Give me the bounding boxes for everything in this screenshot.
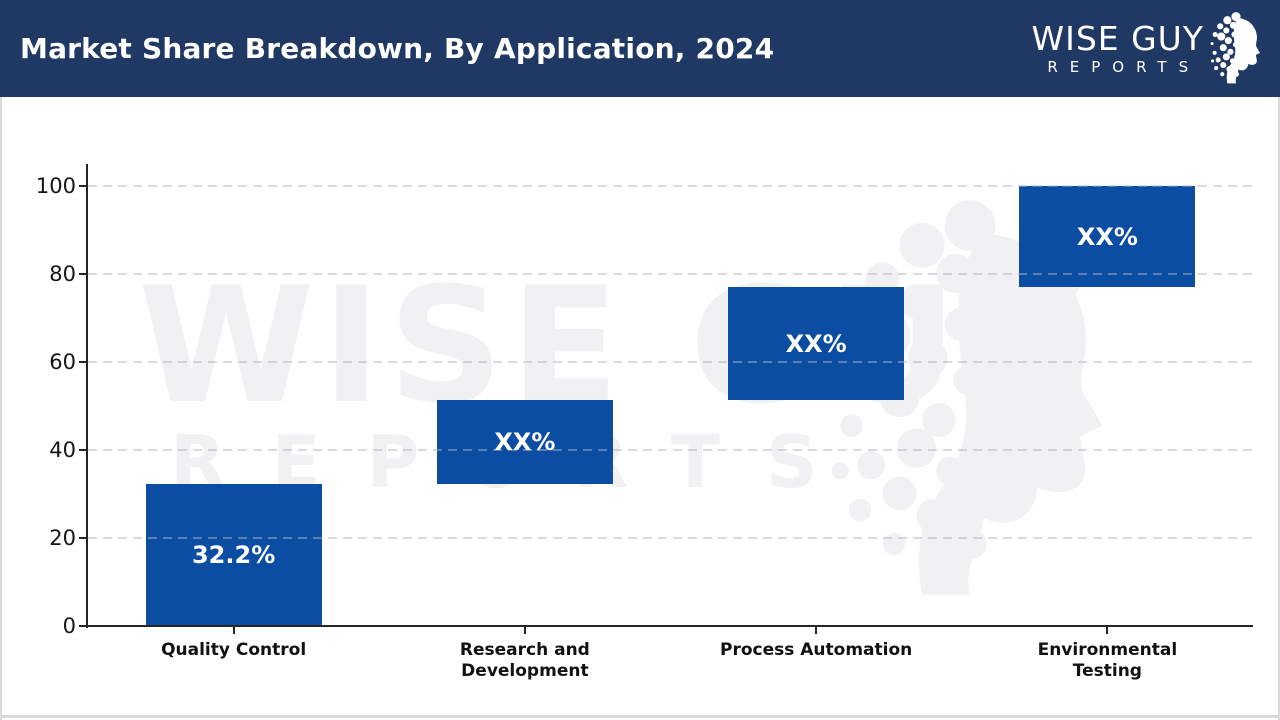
logo-head-icon [1210, 11, 1260, 83]
bar-label-process-automation: XX% [785, 329, 847, 358]
gridline-20 [88, 537, 1253, 539]
x-category-label-research-and-development: Research and Development [379, 640, 670, 682]
logo-text: WISE GUY REPORTS [1031, 22, 1204, 75]
bar-label-environmental-testing: XX% [1076, 222, 1138, 251]
gridline-80 [88, 273, 1253, 275]
bar-quality-control [145, 484, 322, 626]
y-axis-spine [86, 164, 88, 628]
x-tick-mark-quality-control [232, 627, 235, 634]
y-tick-label-60: 60 [49, 350, 76, 374]
gridline-40 [88, 449, 1253, 451]
y-tick-mark-60 [79, 361, 87, 363]
bar-research-and-development [436, 399, 613, 485]
frame-border-bottom [0, 715, 1280, 718]
bar-label-research-and-development: XX% [494, 428, 556, 457]
y-tick-label-0: 0 [62, 614, 76, 638]
x-category-label-line: Research and [459, 640, 590, 660]
y-tick-mark-100 [79, 185, 87, 187]
x-category-label-quality-control: Quality Control [88, 640, 379, 661]
gridline-60 [88, 361, 1253, 363]
x-category-label-line: Environmental [1037, 640, 1178, 660]
x-tick-mark-research-and-development [523, 627, 526, 634]
header: Market Share Breakdown, By Application, … [0, 0, 1280, 97]
x-tick-mark-process-automation [815, 627, 818, 634]
logo-wiseguy-text: WISE GUY [1031, 19, 1204, 58]
y-tick-label-80: 80 [49, 262, 76, 286]
x-tick-mark-environmental-testing [1106, 627, 1109, 634]
frame-border-right [1278, 0, 1280, 720]
x-category-label-line: Process Automation [719, 640, 913, 660]
x-category-label-line: Development [461, 661, 589, 681]
y-tick-label-20: 20 [49, 526, 76, 550]
x-axis-spine [86, 625, 1253, 627]
y-tick-mark-80 [79, 273, 87, 275]
x-category-label-environmental-testing: Environmental Testing [962, 640, 1253, 682]
x-category-label-line: Quality Control [161, 640, 307, 660]
x-category-label-line: Testing [1072, 661, 1142, 681]
page-title: Market Share Breakdown, By Application, … [20, 32, 775, 65]
y-tick-mark-0 [79, 625, 87, 627]
y-tick-mark-40 [79, 449, 87, 451]
logo: WISE GUY REPORTS [1031, 11, 1264, 86]
bar-process-automation [728, 287, 905, 400]
frame-border-left [0, 0, 2, 720]
bar-label-quality-control: 32.2% [191, 541, 276, 570]
logo-reports-text: REPORTS [1047, 58, 1201, 76]
y-tick-label-40: 40 [49, 438, 76, 462]
y-tick-mark-20 [79, 537, 87, 539]
x-category-label-process-automation: Process Automation [671, 640, 962, 661]
y-tick-label-100: 100 [35, 174, 76, 198]
gridline-100 [88, 185, 1253, 187]
bar-environmental-testing [1019, 186, 1196, 288]
